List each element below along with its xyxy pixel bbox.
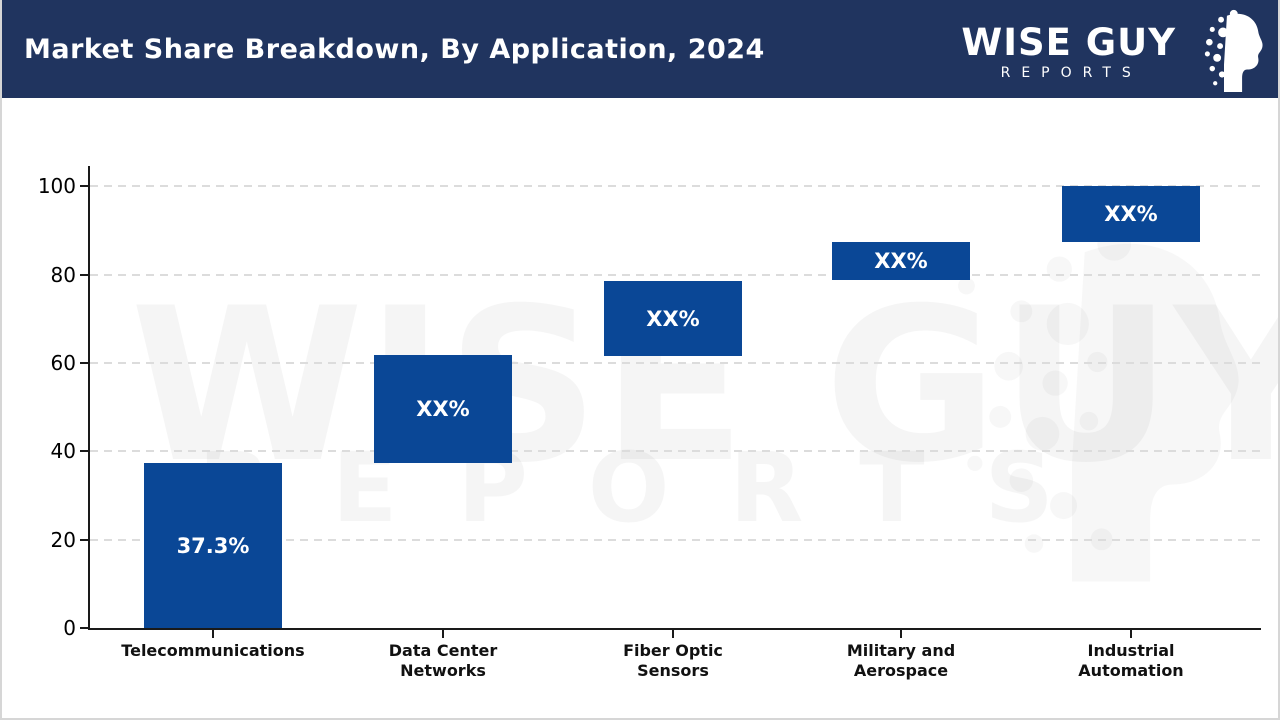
y-tick-mark: [80, 627, 88, 629]
bar-telecommunications: 37.3%: [144, 463, 282, 628]
category-label-industrial-automation: Industrial Automation: [1016, 641, 1246, 681]
wiseguy-head-icon: [1180, 6, 1268, 98]
y-tick-label: 80: [50, 263, 76, 287]
bar-military-and-aerospace: XX%: [832, 242, 970, 280]
bar-fiber-optic-sensors: XX%: [604, 281, 742, 356]
y-tick-label: 60: [50, 351, 76, 375]
x-tick-mark: [1130, 630, 1132, 638]
x-tick-mark: [672, 630, 674, 638]
logo-subtitle: REPORTS: [1000, 65, 1142, 81]
bar-industrial-automation: XX%: [1062, 186, 1200, 242]
bar-data-center-networks: XX%: [374, 355, 512, 463]
header-bar: Market Share Breakdown, By Application, …: [2, 0, 1278, 98]
logo-wordmark: WISE GUY: [961, 21, 1176, 64]
y-tick-mark: [80, 539, 88, 541]
y-tick-mark: [80, 362, 88, 364]
wiseguy-logo: WISE GUY REPORTS: [961, 6, 1268, 98]
category-label-military-and-aerospace: Military and Aerospace: [786, 641, 1016, 681]
category-label-line: Telecommunications: [121, 641, 305, 660]
category-label-line: Industrial: [1087, 641, 1175, 660]
bar-value-label: XX%: [646, 306, 700, 331]
wiseguy-logo-text: WISE GUY REPORTS: [961, 21, 1176, 82]
category-label-line: Aerospace: [853, 661, 949, 680]
category-label-telecommunications: Telecommunications: [98, 641, 328, 661]
category-label-line: Fiber Optic: [623, 641, 723, 660]
category-label-line: Military and: [846, 641, 956, 660]
y-tick-label: 0: [63, 616, 76, 640]
category-label-line: Networks: [400, 661, 486, 680]
y-tick-mark: [80, 274, 88, 276]
y-tick-label: 100: [37, 174, 76, 198]
y-tick-mark: [80, 450, 88, 452]
y-tick-label: 40: [50, 439, 76, 463]
bar-value-label: XX%: [1104, 202, 1158, 226]
gridline-20: [90, 539, 1260, 541]
gridline-100: [90, 185, 1260, 187]
bar-value-label: 37.3%: [176, 533, 250, 558]
y-tick-label: 20: [50, 528, 76, 552]
bar-value-label: XX%: [416, 397, 470, 421]
x-axis-line: [88, 628, 1261, 630]
bar-value-label: XX%: [874, 249, 928, 273]
category-label-line: Automation: [1078, 661, 1184, 680]
gridline-40: [90, 450, 1260, 452]
y-tick-mark: [80, 185, 88, 187]
gridline-80: [90, 274, 1260, 276]
gridline-60: [90, 362, 1260, 364]
category-label-line: Sensors: [637, 661, 709, 680]
category-label-data-center-networks: Data Center Networks: [328, 641, 558, 681]
category-label-fiber-optic-sensors: Fiber Optic Sensors: [558, 641, 788, 681]
page-title: Market Share Breakdown, By Application, …: [24, 33, 765, 65]
y-axis-line: [88, 166, 90, 630]
x-tick-mark: [442, 630, 444, 638]
x-tick-mark: [900, 630, 902, 638]
x-tick-mark: [212, 630, 214, 638]
category-label-line: Data Center: [388, 641, 498, 660]
